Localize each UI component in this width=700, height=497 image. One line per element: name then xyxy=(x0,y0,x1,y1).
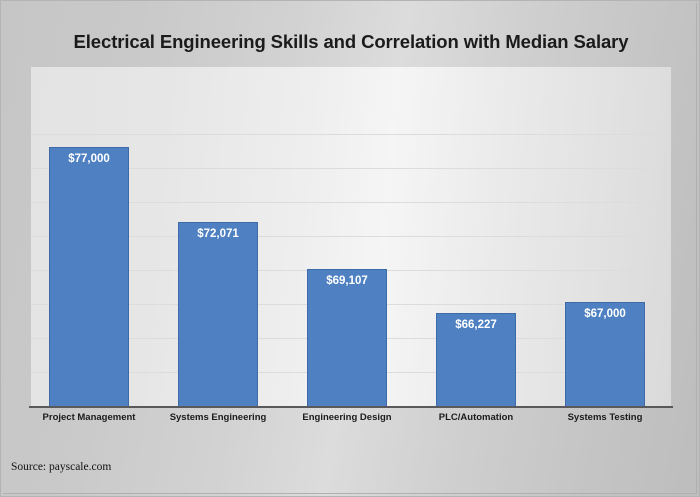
gridline xyxy=(31,134,671,135)
bar-engineering-design[interactable]: $69,107 xyxy=(307,269,387,407)
x-axis-label-project-management: Project Management xyxy=(42,412,136,423)
chart-title: Electrical Engineering Skills and Correl… xyxy=(73,31,629,52)
bar-value-label: $66,227 xyxy=(455,319,497,331)
x-axis-label-plc-automation: PLC/Automation xyxy=(438,412,514,423)
bar-project-management[interactable]: $77,000 xyxy=(49,147,129,407)
bar-value-label: $72,071 xyxy=(197,228,239,240)
bar-value-label: $67,000 xyxy=(584,308,626,320)
bar-plc-automation[interactable]: $66,227 xyxy=(436,313,516,407)
bar-systems-testing[interactable]: $67,000 xyxy=(565,302,645,407)
x-axis-label-systems-testing: Systems Testing xyxy=(567,412,643,423)
source-attribution: Source: payscale.com xyxy=(11,461,112,473)
gridline xyxy=(31,168,671,169)
plot-area: $77,000 $72,071 $69,107 $66,227 $67,000 xyxy=(31,67,671,407)
bar-systems-engineering[interactable]: $72,071 xyxy=(178,222,258,407)
bar-value-label: $77,000 xyxy=(68,153,110,165)
x-axis-label-systems-engineering: Systems Engineering xyxy=(169,412,267,423)
bar-value-label: $69,107 xyxy=(326,275,368,287)
x-axis-line xyxy=(29,406,673,408)
x-axis-label-engineering-design: Engineering Design xyxy=(302,412,392,423)
gridline xyxy=(31,236,671,237)
gridline xyxy=(31,202,671,203)
